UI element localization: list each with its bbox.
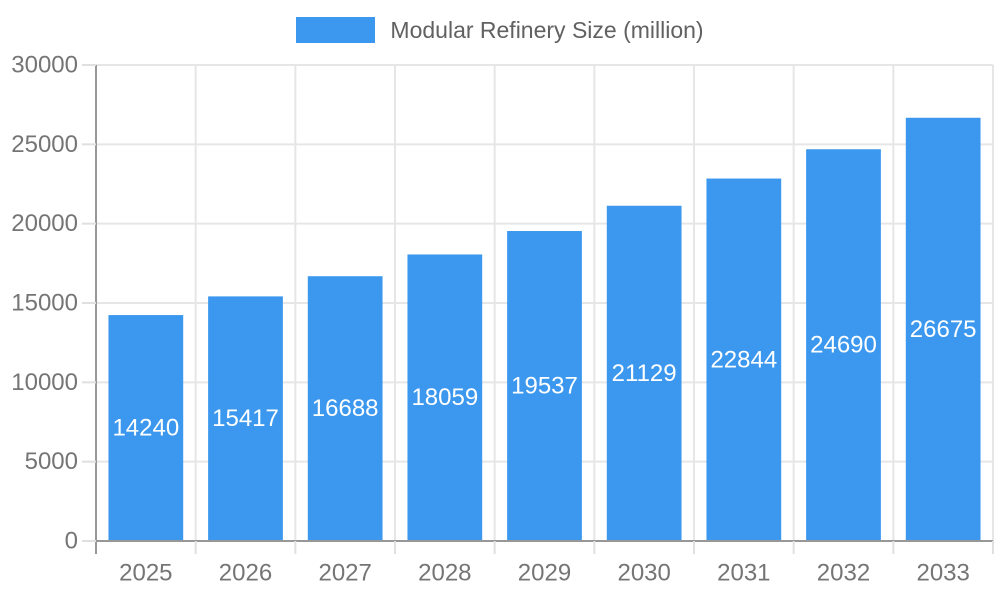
bar[interactable] [208, 296, 283, 541]
bar[interactable] [507, 231, 582, 541]
bar-value-label: 19537 [511, 373, 578, 400]
bar-value-label: 21129 [612, 360, 677, 387]
bar[interactable] [307, 276, 383, 541]
x-axis-tick-label: 2025 [119, 560, 172, 587]
bar-value-label: 26675 [910, 316, 977, 343]
bar-value-label: 14240 [112, 415, 179, 442]
y-axis-tick-label: 0 [65, 528, 78, 555]
bar[interactable] [706, 178, 782, 541]
y-axis-tick-label: 30000 [11, 52, 78, 79]
x-axis-tick-label: 2031 [717, 560, 770, 587]
legend-swatch [296, 17, 376, 43]
bar[interactable] [905, 117, 981, 542]
bar[interactable] [806, 149, 881, 541]
bar[interactable] [606, 205, 682, 541]
bar-value-label: 15417 [212, 405, 279, 432]
bar-value-label: 18059 [411, 384, 478, 411]
bar-value-label: 16688 [312, 395, 379, 422]
y-axis-tick-label: 10000 [11, 369, 78, 396]
x-axis-tick-label: 2027 [318, 560, 371, 587]
x-axis-tick-label: 2030 [617, 560, 670, 587]
y-axis-tick-label: 5000 [25, 448, 78, 475]
legend-label: Modular Refinery Size (million) [390, 17, 704, 43]
x-axis-tick-label: 2032 [817, 560, 870, 587]
y-axis-tick-label: 25000 [11, 131, 78, 158]
x-axis-tick-label: 2033 [916, 560, 969, 587]
bar[interactable] [108, 315, 184, 541]
legend[interactable]: Modular Refinery Size (million) [0, 17, 1000, 43]
x-axis-tick-label: 2028 [418, 560, 471, 587]
x-axis-tick-label: 2026 [219, 560, 272, 587]
x-axis-tick-label: 2029 [518, 560, 571, 587]
y-axis-tick-label: 20000 [11, 210, 78, 237]
bar[interactable] [407, 254, 483, 541]
bar-value-label: 24690 [810, 332, 877, 359]
bar-value-label: 22844 [710, 346, 777, 373]
y-axis-tick-label: 15000 [11, 290, 78, 317]
